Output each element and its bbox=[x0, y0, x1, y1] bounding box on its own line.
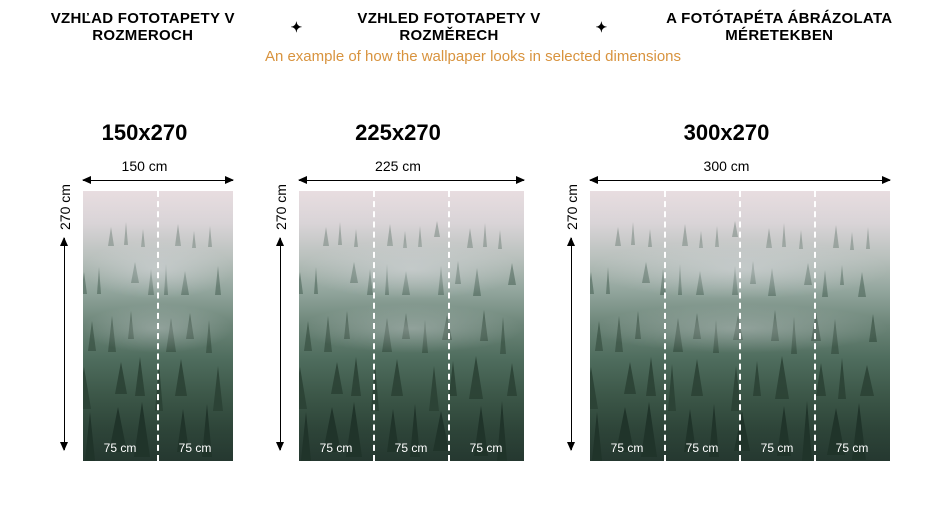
strip-width-label: 75 cm bbox=[395, 441, 428, 455]
size-title: 225x270 bbox=[355, 120, 441, 146]
size-title: 150x270 bbox=[102, 120, 188, 146]
size-panel: 225x270 225 cm 270 cm 75 cm 75 cm 75 cm bbox=[273, 120, 524, 461]
horizontal-arrow-icon bbox=[299, 180, 524, 181]
strip-labels-row: 75 cm 75 cm 75 cm 75 cm bbox=[590, 441, 890, 455]
height-label: 270 cm bbox=[57, 180, 73, 230]
strip-divider bbox=[739, 191, 741, 461]
strip-width-label: 75 cm bbox=[836, 441, 869, 455]
size-panel: 150x270 150 cm 270 cm 75 cm 75 cm bbox=[57, 120, 233, 461]
strip-divider bbox=[373, 191, 375, 461]
strip-width-label: 75 cm bbox=[104, 441, 137, 455]
wallpaper-preview: 75 cm 75 cm 75 cm bbox=[299, 191, 524, 461]
panels-row: 150x270 150 cm 270 cm 75 cm 75 cm 225x270… bbox=[0, 120, 946, 461]
horizontal-arrow-icon bbox=[590, 180, 890, 181]
strip-divider bbox=[664, 191, 666, 461]
wallpaper-preview: 75 cm 75 cm bbox=[83, 191, 233, 461]
sparkle-icon: ✦ bbox=[596, 19, 608, 36]
vertical-arrow-icon bbox=[280, 238, 281, 450]
strip-divider bbox=[814, 191, 816, 461]
header-main-line: VZHĽAD FOTOTAPETY V ROZMEROCH ✦ VZHLED F… bbox=[0, 10, 946, 44]
strip-divider bbox=[157, 191, 159, 461]
strip-labels-row: 75 cm 75 cm bbox=[83, 441, 233, 455]
height-label: 270 cm bbox=[564, 180, 580, 230]
strip-width-label: 75 cm bbox=[761, 441, 794, 455]
strip-labels-row: 75 cm 75 cm 75 cm bbox=[299, 441, 524, 455]
header-block: VZHĽAD FOTOTAPETY V ROZMEROCH ✦ VZHLED F… bbox=[0, 10, 946, 65]
strip-width-label: 75 cm bbox=[320, 441, 353, 455]
strip-divider bbox=[448, 191, 450, 461]
width-label: 150 cm bbox=[122, 158, 168, 174]
sparkle-icon: ✦ bbox=[290, 19, 302, 36]
forest-trees bbox=[299, 191, 524, 461]
header-text-cz: VZHLED FOTOTAPETY V ROZMĚRECH bbox=[308, 10, 591, 44]
height-label: 270 cm bbox=[273, 180, 289, 230]
horizontal-arrow-icon bbox=[83, 180, 233, 181]
strip-width-label: 75 cm bbox=[179, 441, 212, 455]
vertical-arrow-icon bbox=[571, 238, 572, 450]
strip-width-label: 75 cm bbox=[686, 441, 719, 455]
header-subtitle: An example of how the wallpaper looks in… bbox=[0, 48, 946, 65]
strip-width-label: 75 cm bbox=[470, 441, 503, 455]
wallpaper-preview: 75 cm 75 cm 75 cm 75 cm bbox=[590, 191, 890, 461]
strip-width-label: 75 cm bbox=[611, 441, 644, 455]
header-text-sk: VZHĽAD FOTOTAPETY V ROZMEROCH bbox=[0, 10, 285, 44]
vertical-arrow-icon bbox=[64, 238, 65, 450]
width-label: 300 cm bbox=[704, 158, 750, 174]
width-label: 225 cm bbox=[375, 158, 421, 174]
size-panel: 300x270 300 cm 270 cm 75 cm75 cm75 cm75 … bbox=[564, 120, 890, 461]
header-text-hu: A FOTÓTAPÉTA ÁBRÁZOLATA MÉRETEKBEN bbox=[613, 10, 946, 44]
size-title: 300x270 bbox=[684, 120, 770, 146]
